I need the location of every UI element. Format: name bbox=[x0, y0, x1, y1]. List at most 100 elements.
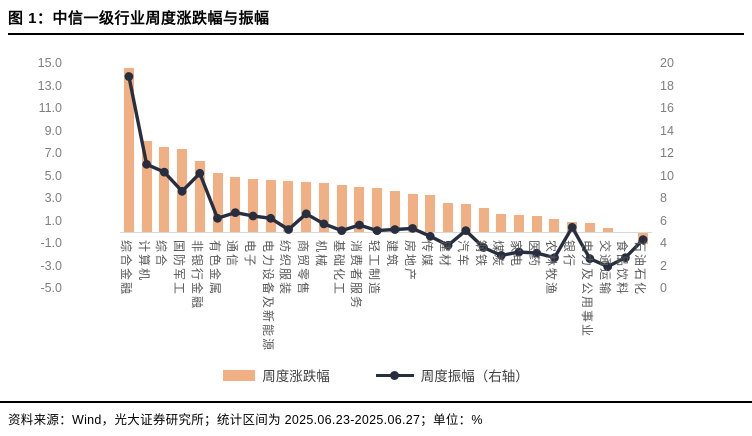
bar bbox=[443, 202, 454, 232]
bar-column bbox=[475, 63, 493, 288]
line-marker bbox=[496, 251, 506, 260]
category-label: 家电 bbox=[509, 239, 524, 268]
bar bbox=[318, 183, 329, 232]
right-axis-tick: 10 bbox=[660, 168, 674, 183]
bar bbox=[478, 208, 489, 232]
bar bbox=[549, 219, 560, 232]
category-cell: 石油石化 bbox=[633, 236, 652, 386]
category-label: 机械 bbox=[313, 239, 328, 268]
category-label: 非银行金融 bbox=[189, 239, 204, 310]
category-label: 建材 bbox=[438, 239, 453, 268]
bar-column bbox=[351, 63, 369, 288]
line-marker bbox=[603, 262, 613, 271]
category-label: 有色金属 bbox=[207, 239, 222, 296]
bar-column bbox=[439, 63, 457, 288]
bar-column bbox=[226, 63, 244, 288]
right-axis-tick: 18 bbox=[660, 78, 674, 93]
left-axis-tick: -3.0 bbox=[40, 258, 62, 273]
line-marker bbox=[461, 226, 471, 236]
right-axis-tick: 0 bbox=[660, 281, 667, 295]
line-marker bbox=[638, 235, 648, 245]
bar-column bbox=[546, 63, 564, 288]
line-marker bbox=[443, 240, 453, 250]
bar-column bbox=[599, 63, 617, 288]
line-marker bbox=[230, 208, 240, 218]
left-axis-tick: 13.0 bbox=[37, 78, 62, 93]
source-note: 资料来源：Wind，光大证券研究所；统计区间为 2025.06.23-2025.… bbox=[8, 413, 483, 427]
left-axis-tick: 11.0 bbox=[38, 101, 62, 115]
category-label: 计算机 bbox=[136, 239, 151, 282]
bar bbox=[407, 193, 418, 232]
line-marker bbox=[532, 248, 542, 258]
left-axis-tick: 7.0 bbox=[44, 146, 62, 160]
line-marker bbox=[337, 226, 347, 236]
bar-column bbox=[333, 63, 351, 288]
category-label: 钢铁 bbox=[473, 239, 488, 268]
legend-line-label: 周度振幅（右轴） bbox=[420, 369, 529, 384]
legend: 周度涨跌幅 周度振幅（右轴） bbox=[0, 365, 752, 385]
category-label: 消费者服务 bbox=[349, 239, 364, 310]
bar bbox=[265, 180, 276, 232]
bar-column bbox=[155, 63, 173, 288]
bar bbox=[514, 214, 525, 232]
line-marker bbox=[284, 225, 293, 234]
bar-column bbox=[421, 63, 439, 288]
line-marker bbox=[195, 168, 205, 178]
bar-column bbox=[315, 63, 333, 288]
category-label: 基础化工 bbox=[331, 239, 346, 296]
category-label: 国防军工 bbox=[172, 239, 187, 296]
bar-swatch-icon bbox=[223, 369, 256, 381]
category-label: 纺织服装 bbox=[278, 239, 293, 296]
line-marker bbox=[567, 222, 577, 232]
left-axis-tick: 15.0 bbox=[37, 56, 62, 70]
category-label: 农林牧渔 bbox=[544, 239, 559, 296]
plot-area bbox=[120, 63, 652, 288]
category-label: 电子 bbox=[243, 239, 257, 268]
bar-column bbox=[209, 63, 227, 288]
category-label: 煤炭 bbox=[491, 239, 506, 268]
category-label: 轻工制造 bbox=[367, 239, 382, 296]
right-axis-tick: 14 bbox=[660, 123, 674, 138]
line-marker bbox=[408, 224, 417, 233]
category-label: 食品饮料 bbox=[615, 239, 630, 296]
category-label: 交通运输 bbox=[597, 239, 612, 296]
category-label: 通信 bbox=[225, 239, 240, 268]
category-label: 石油石化 bbox=[633, 239, 648, 296]
bar bbox=[230, 176, 241, 232]
line-marker bbox=[124, 72, 134, 81]
right-axis-tick: 16 bbox=[660, 101, 674, 115]
line-marker bbox=[177, 186, 187, 196]
bar bbox=[460, 203, 471, 232]
bar bbox=[336, 184, 347, 232]
left-axis-tick: 1.0 bbox=[44, 213, 62, 228]
bar bbox=[372, 187, 383, 232]
line-marker bbox=[248, 211, 258, 221]
line-marker bbox=[266, 213, 276, 223]
bar-column bbox=[297, 63, 315, 288]
bar bbox=[425, 194, 436, 232]
line-marker bbox=[355, 220, 364, 230]
amplitude-line bbox=[127, 76, 645, 269]
title-divider bbox=[8, 33, 744, 35]
bar bbox=[283, 181, 294, 232]
bar-column bbox=[581, 63, 599, 288]
bar-column bbox=[457, 63, 475, 288]
bar bbox=[194, 160, 205, 232]
bar-column bbox=[138, 63, 156, 288]
line-swatch-icon bbox=[375, 369, 414, 381]
left-axis-tick: 5.0 bbox=[44, 168, 62, 183]
source-footer: 资料来源：Wind，光大证券研究所；统计区间为 2025.06.23-2025.… bbox=[0, 401, 752, 436]
category-label: 医药 bbox=[526, 239, 541, 268]
bar bbox=[141, 140, 152, 232]
footer-divider bbox=[0, 401, 752, 403]
category-label: 建筑 bbox=[384, 239, 399, 268]
bar bbox=[584, 222, 595, 232]
chart-area: 15.0 13.0 11.0 9.0 7.0 5.0 3.0 1.0 -1.0 -3.0 -5.0 … bbox=[0, 37, 752, 395]
line-marker bbox=[142, 159, 151, 169]
bar-column bbox=[262, 63, 280, 288]
legend-bar-label: 周度涨跌幅 bbox=[262, 369, 330, 384]
bar bbox=[354, 186, 365, 232]
right-axis-tick: 12 bbox=[660, 146, 674, 160]
bar bbox=[123, 67, 134, 232]
